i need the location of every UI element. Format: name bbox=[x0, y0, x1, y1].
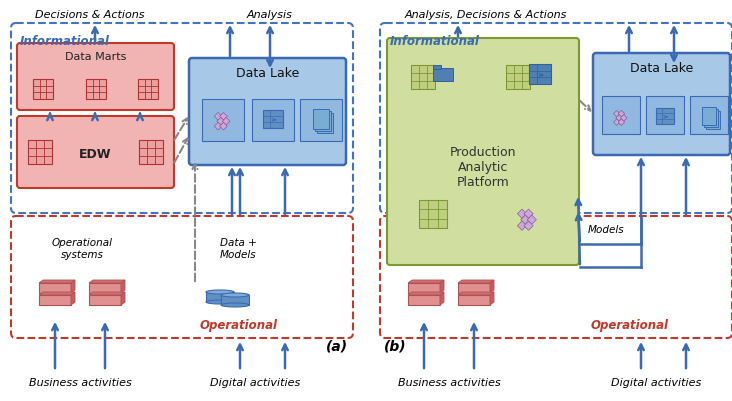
Bar bbox=[86, 80, 106, 100]
Bar bbox=[656, 109, 673, 125]
Bar bbox=[529, 65, 551, 85]
Bar bbox=[300, 100, 342, 142]
Bar bbox=[315, 112, 331, 132]
FancyBboxPatch shape bbox=[17, 44, 174, 111]
Ellipse shape bbox=[206, 300, 234, 304]
Text: Informational: Informational bbox=[390, 35, 480, 48]
Polygon shape bbox=[39, 280, 75, 283]
Polygon shape bbox=[223, 118, 230, 126]
Polygon shape bbox=[71, 280, 75, 293]
Polygon shape bbox=[518, 221, 526, 231]
Polygon shape bbox=[518, 210, 526, 219]
Bar bbox=[221, 295, 249, 305]
Polygon shape bbox=[520, 216, 530, 225]
Ellipse shape bbox=[221, 293, 249, 297]
Bar bbox=[408, 295, 440, 305]
Polygon shape bbox=[121, 292, 125, 305]
Polygon shape bbox=[89, 292, 125, 295]
Text: Data Lake: Data Lake bbox=[630, 62, 693, 75]
Text: Analysis: Analysis bbox=[247, 10, 293, 20]
Polygon shape bbox=[440, 280, 444, 293]
Text: Production
Analytic
Platform: Production Analytic Platform bbox=[449, 146, 516, 188]
Bar bbox=[138, 80, 158, 100]
Text: Operational: Operational bbox=[200, 318, 278, 331]
Polygon shape bbox=[527, 216, 537, 225]
Bar bbox=[202, 100, 244, 142]
FancyBboxPatch shape bbox=[17, 117, 174, 188]
Polygon shape bbox=[618, 111, 624, 117]
Bar bbox=[39, 295, 71, 305]
Bar bbox=[28, 141, 52, 164]
Text: EDW: EDW bbox=[79, 148, 112, 161]
Polygon shape bbox=[214, 123, 222, 131]
Bar bbox=[646, 97, 684, 135]
Text: (a): (a) bbox=[326, 339, 348, 353]
Polygon shape bbox=[89, 280, 125, 283]
Bar bbox=[89, 295, 121, 305]
Bar bbox=[433, 66, 441, 69]
Polygon shape bbox=[613, 119, 620, 126]
Polygon shape bbox=[217, 118, 225, 126]
Bar bbox=[252, 100, 294, 142]
Bar bbox=[317, 114, 333, 134]
Bar bbox=[206, 292, 234, 302]
Text: Business activities: Business activities bbox=[397, 377, 501, 387]
Polygon shape bbox=[490, 280, 494, 293]
Text: Operational
systems: Operational systems bbox=[51, 237, 113, 259]
Polygon shape bbox=[39, 292, 75, 295]
Bar bbox=[602, 97, 640, 135]
Polygon shape bbox=[220, 123, 227, 131]
Text: (b): (b) bbox=[384, 339, 406, 353]
Text: Data +
Models: Data + Models bbox=[220, 237, 256, 259]
Polygon shape bbox=[613, 111, 620, 117]
Text: Analysis, Decisions & Actions: Analysis, Decisions & Actions bbox=[405, 10, 567, 20]
Bar bbox=[39, 283, 71, 293]
Bar bbox=[33, 80, 53, 100]
Polygon shape bbox=[621, 115, 627, 122]
Text: Digital activities: Digital activities bbox=[611, 377, 701, 387]
FancyBboxPatch shape bbox=[387, 39, 579, 265]
Text: Business activities: Business activities bbox=[29, 377, 131, 387]
Bar bbox=[89, 283, 121, 293]
Bar bbox=[313, 110, 329, 130]
Bar bbox=[702, 108, 716, 126]
Bar bbox=[458, 295, 490, 305]
Polygon shape bbox=[524, 221, 533, 231]
Bar bbox=[706, 112, 720, 130]
Polygon shape bbox=[490, 292, 494, 305]
Bar bbox=[690, 97, 728, 135]
Polygon shape bbox=[214, 113, 222, 121]
Polygon shape bbox=[408, 292, 444, 295]
Text: Digital activities: Digital activities bbox=[210, 377, 300, 387]
Polygon shape bbox=[616, 115, 622, 122]
Polygon shape bbox=[71, 292, 75, 305]
Text: Data Lake: Data Lake bbox=[236, 67, 299, 80]
Text: Informational: Informational bbox=[20, 35, 110, 48]
Polygon shape bbox=[121, 280, 125, 293]
Polygon shape bbox=[524, 210, 533, 219]
Text: Data Marts: Data Marts bbox=[65, 52, 126, 62]
Bar bbox=[506, 66, 530, 90]
Polygon shape bbox=[220, 113, 227, 121]
Polygon shape bbox=[408, 280, 444, 283]
Bar bbox=[411, 66, 435, 90]
Ellipse shape bbox=[206, 290, 234, 294]
Bar bbox=[458, 283, 490, 293]
FancyBboxPatch shape bbox=[593, 54, 730, 156]
Bar bbox=[263, 111, 283, 129]
Polygon shape bbox=[440, 292, 444, 305]
Text: Operational: Operational bbox=[591, 318, 669, 331]
Polygon shape bbox=[458, 292, 494, 295]
Ellipse shape bbox=[221, 303, 249, 307]
FancyBboxPatch shape bbox=[189, 59, 346, 166]
Text: Models: Models bbox=[588, 225, 624, 235]
Bar bbox=[703, 110, 718, 128]
Polygon shape bbox=[618, 119, 624, 126]
Bar bbox=[419, 200, 447, 229]
Text: Decisions & Actions: Decisions & Actions bbox=[35, 10, 145, 20]
Bar bbox=[408, 283, 440, 293]
Bar bbox=[433, 69, 453, 82]
Polygon shape bbox=[458, 280, 494, 283]
Bar bbox=[139, 141, 163, 164]
